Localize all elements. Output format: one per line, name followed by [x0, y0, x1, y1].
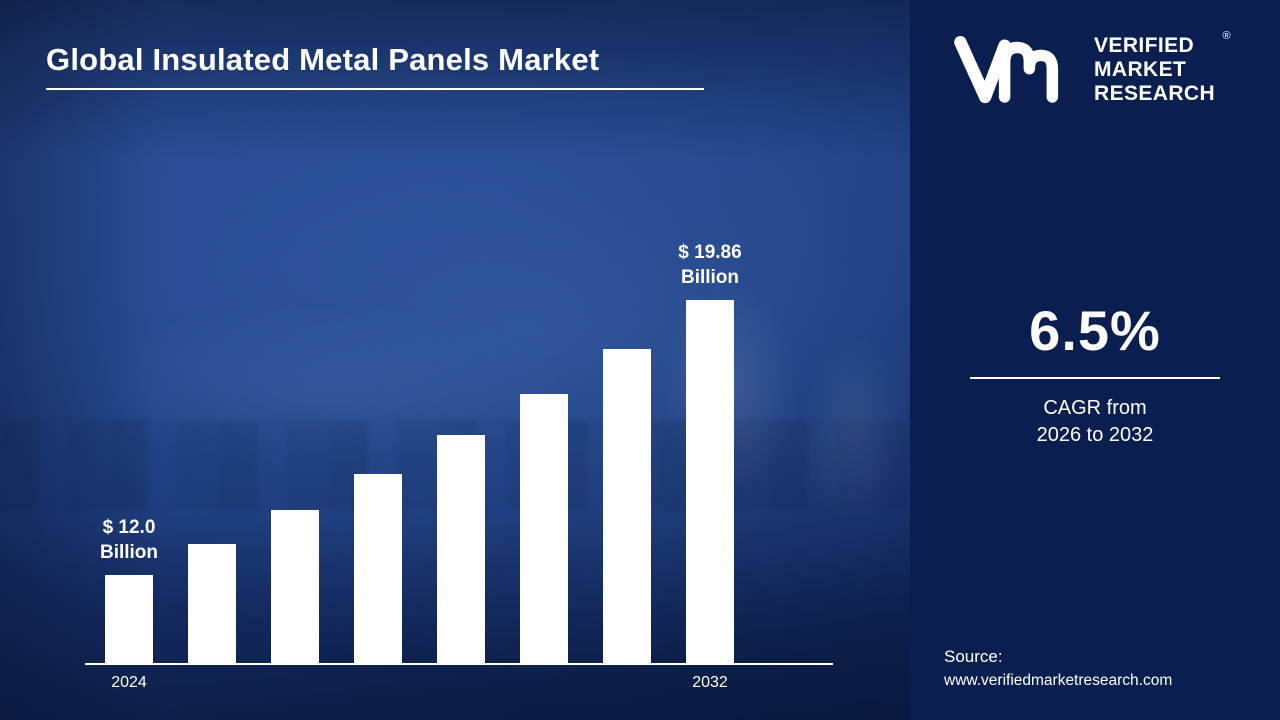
source-label: Source:: [944, 647, 1003, 667]
x-tick-label: [188, 673, 236, 692]
brand-word-line: RESEARCH: [1094, 81, 1216, 105]
chart-panel: Global Insulated Metal Panels Market $ 1…: [0, 0, 910, 720]
x-tick-label: [603, 673, 651, 692]
bar-rect: [271, 510, 319, 663]
bar-column-0: $ 12.0 Billion: [100, 517, 158, 663]
cagr-value: 6.5%: [1029, 299, 1161, 362]
cagr-caption-line1: CAGR from: [1043, 397, 1147, 419]
page-title: Global Insulated Metal Panels Market: [46, 42, 600, 77]
bar-value-label: $ 12.0 Billion: [99, 516, 159, 563]
x-axis-ticks: 2024 2032: [85, 673, 833, 692]
brand-wordmark: VERIFIED MARKET RESEARCH ®: [1094, 30, 1231, 106]
bar-chart: $ 12.0 Billion $ 19.86 Billion 2024 2032: [85, 242, 833, 692]
brand-logo: VERIFIED MARKET RESEARCH ®: [910, 0, 1280, 112]
bar-column-2: [271, 510, 319, 663]
x-tick-label: 2024: [111, 674, 147, 691]
x-tick-label: [437, 673, 485, 692]
bar-rect: [686, 300, 734, 663]
bar-rect: [520, 394, 568, 663]
cagr-divider: [970, 377, 1220, 379]
bars-row: $ 12.0 Billion $ 19.86 Billion: [85, 242, 833, 663]
bar-column-3: [354, 474, 402, 663]
bar-column-1: [188, 544, 236, 663]
bar-rect: [603, 349, 651, 663]
bar-rect: [105, 575, 153, 663]
cagr-caption-line2: 2026 to 2032: [1036, 424, 1154, 446]
source-url: www.verifiedmarketresearch.com: [944, 671, 1173, 689]
brand-word-line: MARKET: [1094, 58, 1187, 82]
cagr-block: 6.5% CAGR from 2026 to 2032: [910, 298, 1280, 449]
x-tick-label: [520, 673, 568, 692]
source-block: Source: www.verifiedmarketresearch.com: [944, 644, 1172, 692]
x-tick-label: 2032: [692, 674, 728, 691]
bar-rect: [437, 435, 485, 663]
vmr-monogram-icon: [944, 28, 1082, 112]
bar-column-7: $ 19.86 Billion: [678, 242, 742, 663]
info-sidebar: VERIFIED MARKET RESEARCH ® 6.5% CAGR fro…: [910, 0, 1280, 720]
x-axis-baseline: [85, 663, 833, 665]
bar-value-label: $ 19.86 Billion: [678, 241, 742, 288]
bar-rect: [188, 544, 236, 663]
title-block: Global Insulated Metal Panels Market: [46, 42, 704, 90]
x-tick-label: [271, 673, 319, 692]
brand-word-line: VERIFIED: [1094, 34, 1195, 58]
title-underline: [46, 88, 704, 90]
bar-column-5: [520, 394, 568, 663]
registered-trademark-icon: ®: [1222, 30, 1232, 43]
bar-rect: [354, 474, 402, 663]
x-tick-label: [354, 673, 402, 692]
bar-column-4: [437, 435, 485, 663]
bar-column-6: [603, 349, 651, 663]
